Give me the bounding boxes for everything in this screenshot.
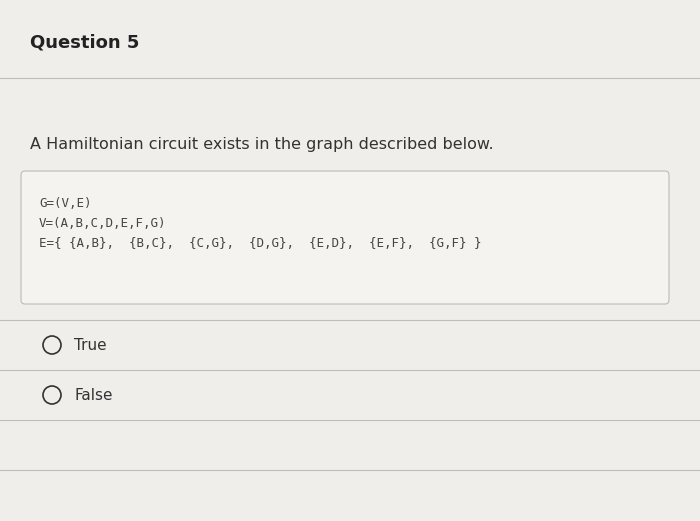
- Text: G=(V,E): G=(V,E): [39, 197, 92, 210]
- Text: A Hamiltonian circuit exists in the graph described below.: A Hamiltonian circuit exists in the grap…: [30, 138, 493, 153]
- Text: V=(A,B,C,D,E,F,G): V=(A,B,C,D,E,F,G): [39, 217, 167, 230]
- FancyBboxPatch shape: [21, 171, 669, 304]
- Text: Question 5: Question 5: [30, 33, 139, 51]
- Text: True: True: [74, 338, 106, 353]
- Text: E={ {A,B},  {B,C},  {C,G},  {D,G},  {E,D},  {E,F},  {G,F} }: E={ {A,B}, {B,C}, {C,G}, {D,G}, {E,D}, {…: [39, 237, 482, 250]
- Text: False: False: [74, 388, 113, 403]
